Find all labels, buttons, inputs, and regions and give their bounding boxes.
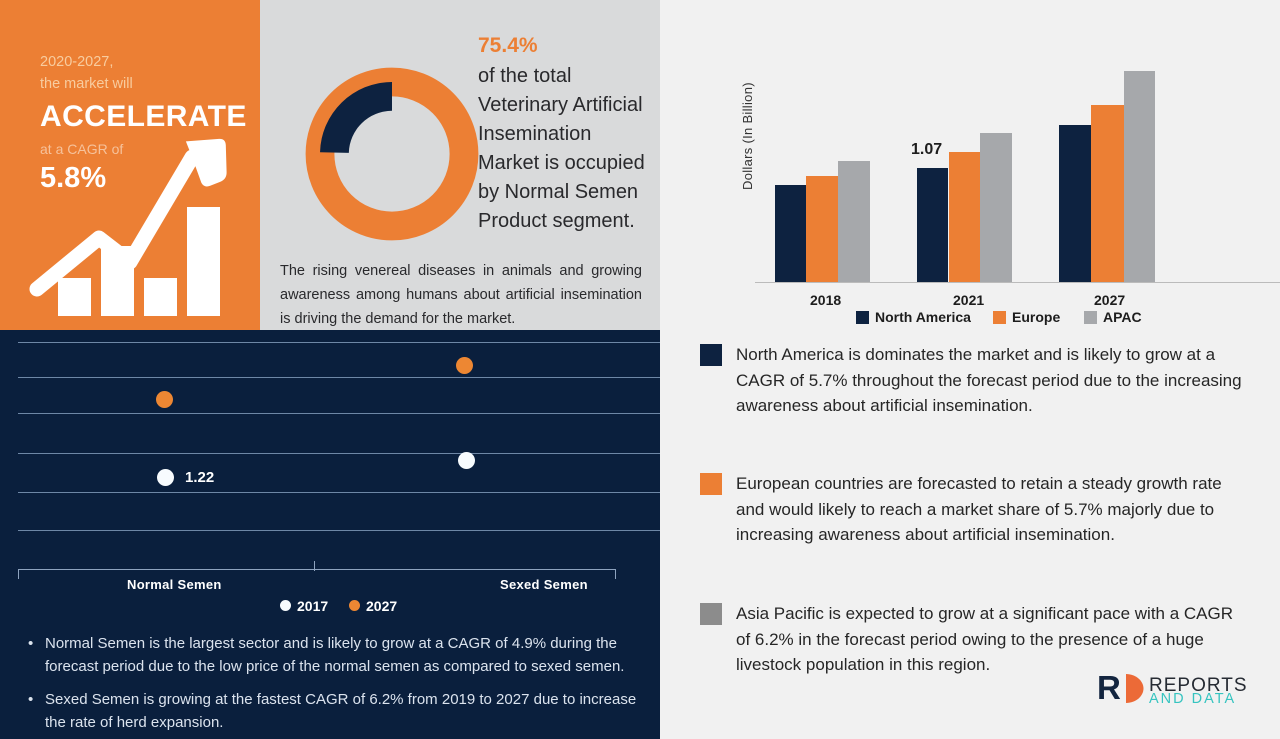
svg-text:R: R <box>1097 672 1121 705</box>
svg-text:AND DATA: AND DATA <box>1149 691 1236 705</box>
